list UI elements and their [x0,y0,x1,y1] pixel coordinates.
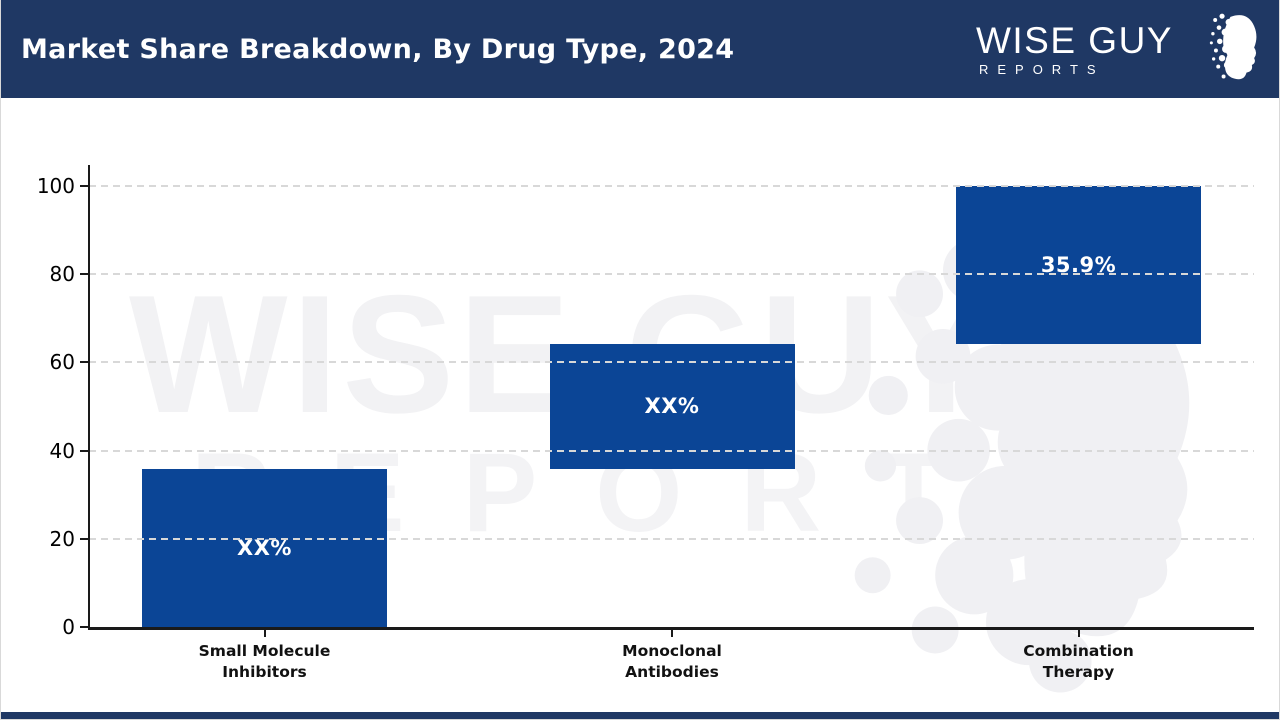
wiseguy-face-icon [1209,13,1257,80]
y-tick-mark [80,185,89,187]
x-category-label: Monoclonal Antibodies [522,641,822,683]
y-tick-label: 100 [36,174,75,198]
bar-value-label: XX% [644,394,700,419]
x-category-label: Small Molecule Inhibitors [115,641,415,683]
y-tick-mark [80,449,89,452]
gridline-40 [89,449,1254,452]
y-tick-label: 40 [49,438,75,463]
y-tick-label: 0 [62,615,75,639]
bar-3: 35.9% [956,186,1201,345]
x-category-label-line: Monoclonal [622,642,722,660]
y-tick-label: 60 [49,350,75,375]
logo-line1: WISE GUY [975,19,1173,61]
y-axis-line [88,165,90,629]
y-tick-mark [80,537,89,540]
header: Market Share Breakdown, By Drug Type, 20… [1,0,1279,98]
y-tick-mark [80,626,89,628]
x-category-label: Combination Therapy [929,641,1229,683]
y-tick-label: 20 [49,526,75,551]
y-tick-label: 80 [49,262,75,287]
gridline-100 [89,185,1254,187]
gridline-60 [89,361,1254,364]
x-tick-mark [1077,627,1080,637]
bar-value-label: XX% [237,535,292,560]
x-category-label-line: Inhibitors [222,663,307,681]
logo-line2: REPORTS [978,61,1105,77]
x-tick-mark [671,627,673,637]
chart-title: Market Share Breakdown, By Drug Type, 20… [21,33,735,65]
wiseguy-logo: WISE GUY REPORTS [976,7,1261,91]
x-category-label-line: Combination [1023,642,1134,660]
x-tick-mark [263,627,266,637]
bar-2: XX% [549,344,795,469]
y-tick-mark [80,273,89,276]
gridline-20 [89,537,1254,540]
logo-wordmark: WISE GUY REPORTS [975,19,1173,77]
y-tick-mark [80,361,89,364]
gridline-80 [89,273,1254,276]
waterfall-chart: WISE GUY REPORTS XX% XX% 35.9% 0 20 40 60 80 10… [1,98,1279,713]
x-category-label-line: Antibodies [625,663,719,681]
x-category-label-line: Small Molecule [198,642,331,660]
footer-bar [1,712,1279,719]
bar-1: XX% [142,468,387,627]
x-category-label-line: Therapy [1042,663,1115,681]
